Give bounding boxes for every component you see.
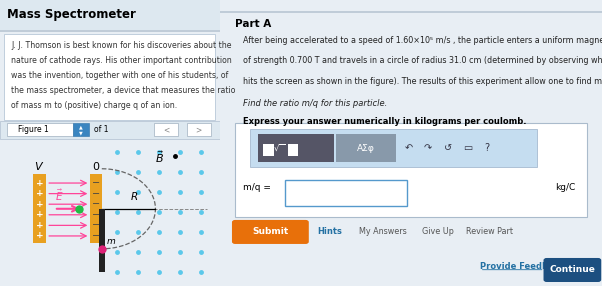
- Text: Submit: Submit: [252, 227, 289, 237]
- Text: nature of cathode rays. His other important contribution: nature of cathode rays. His other import…: [11, 56, 232, 65]
- Text: Figure 1: Figure 1: [17, 125, 48, 134]
- Bar: [250, 129, 537, 167]
- Text: $V$: $V$: [34, 160, 45, 172]
- Bar: [33, 174, 46, 243]
- Text: Hints: Hints: [317, 227, 342, 237]
- Text: the mass spectrometer, a device that measures the ratio: the mass spectrometer, a device that mea…: [11, 86, 235, 95]
- Text: AΣφ: AΣφ: [357, 144, 375, 152]
- Bar: [90, 174, 102, 243]
- Text: of strength 0.700 T and travels in a circle of radius 31.0 cm (determined by obs: of strength 0.700 T and travels in a cir…: [243, 56, 602, 65]
- Text: Part A: Part A: [235, 19, 272, 29]
- Text: ↺: ↺: [444, 143, 452, 153]
- Text: Provide Feedback: Provide Feedback: [480, 262, 564, 271]
- Text: of mass m to (positive) charge q of an ion.: of mass m to (positive) charge q of an i…: [11, 101, 177, 110]
- Bar: [99, 209, 105, 272]
- Bar: [0, 30, 220, 32]
- Text: Express your answer numerically in kilograms per coulomb.: Express your answer numerically in kilog…: [243, 117, 526, 126]
- Text: −: −: [92, 199, 100, 209]
- Bar: [0, 0, 220, 30]
- Text: $\vec{E}$: $\vec{E}$: [55, 188, 64, 203]
- Text: +: +: [36, 178, 43, 188]
- Bar: [235, 123, 587, 217]
- Text: $\sqrt{\ }$: $\sqrt{\ }$: [273, 142, 285, 154]
- Text: $\vec{B}$: $\vec{B}$: [155, 149, 164, 165]
- Text: +: +: [36, 231, 43, 241]
- Text: ▭: ▭: [463, 143, 472, 153]
- Text: of 1: of 1: [95, 125, 109, 134]
- Bar: [258, 134, 335, 162]
- Text: $m$: $m$: [105, 237, 116, 246]
- Text: Give Up: Give Up: [423, 227, 454, 237]
- Text: +: +: [36, 189, 43, 198]
- Text: +: +: [36, 210, 43, 219]
- Text: ▲: ▲: [79, 124, 82, 129]
- Bar: [285, 180, 407, 206]
- Text: −: −: [92, 189, 100, 198]
- Text: $R$: $R$: [130, 190, 138, 202]
- Bar: [4, 34, 216, 120]
- Text: $0$: $0$: [92, 160, 100, 172]
- Text: My Answers: My Answers: [359, 227, 407, 237]
- Text: >: >: [196, 125, 202, 134]
- Bar: [7, 123, 72, 136]
- Bar: [337, 134, 396, 162]
- Bar: [154, 123, 178, 136]
- Text: Continue: Continue: [550, 265, 595, 275]
- Text: +: +: [36, 221, 43, 230]
- Bar: [288, 144, 299, 156]
- Text: ↷: ↷: [424, 143, 432, 153]
- Text: ?: ?: [484, 143, 489, 153]
- Text: <: <: [163, 125, 169, 134]
- Text: −: −: [92, 221, 100, 230]
- FancyBboxPatch shape: [544, 258, 601, 282]
- Bar: [220, 11, 602, 13]
- Text: ▼: ▼: [79, 131, 82, 136]
- Text: −: −: [92, 210, 100, 220]
- Text: ↶: ↶: [405, 143, 413, 153]
- Text: −: −: [92, 178, 100, 188]
- Text: m/q =: m/q =: [243, 183, 270, 192]
- Bar: [0, 121, 220, 139]
- Bar: [263, 144, 274, 156]
- Text: After being accelerated to a speed of 1.60×10⁵ m/s , the particle enters a unifo: After being accelerated to a speed of 1.…: [243, 36, 602, 45]
- Text: +: +: [36, 200, 43, 209]
- Text: −: −: [92, 231, 100, 241]
- Text: J. J. Thomson is best known for his discoveries about the: J. J. Thomson is best known for his disc…: [11, 41, 232, 50]
- Text: was the invention, together with one of his students, of: was the invention, together with one of …: [11, 71, 228, 80]
- Bar: [72, 123, 89, 136]
- Text: Find the ratio m/q for this particle.: Find the ratio m/q for this particle.: [243, 99, 387, 108]
- Text: Mass Spectrometer: Mass Spectrometer: [7, 8, 135, 21]
- Bar: [187, 123, 211, 136]
- Text: Review Part: Review Part: [467, 227, 514, 237]
- Text: hits the screen as shown in the figure). The results of this experiment allow on: hits the screen as shown in the figure).…: [243, 77, 602, 86]
- Text: kg/C: kg/C: [555, 183, 576, 192]
- FancyBboxPatch shape: [232, 220, 309, 244]
